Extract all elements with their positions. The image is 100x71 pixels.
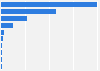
Bar xyxy=(1,43,2,48)
Bar xyxy=(1,50,2,55)
Bar xyxy=(1,30,4,35)
Bar xyxy=(1,23,13,28)
Bar xyxy=(1,16,27,21)
Bar xyxy=(1,57,2,62)
Bar xyxy=(1,9,56,14)
Bar xyxy=(1,64,2,69)
Bar xyxy=(1,2,97,7)
Bar xyxy=(1,36,3,41)
